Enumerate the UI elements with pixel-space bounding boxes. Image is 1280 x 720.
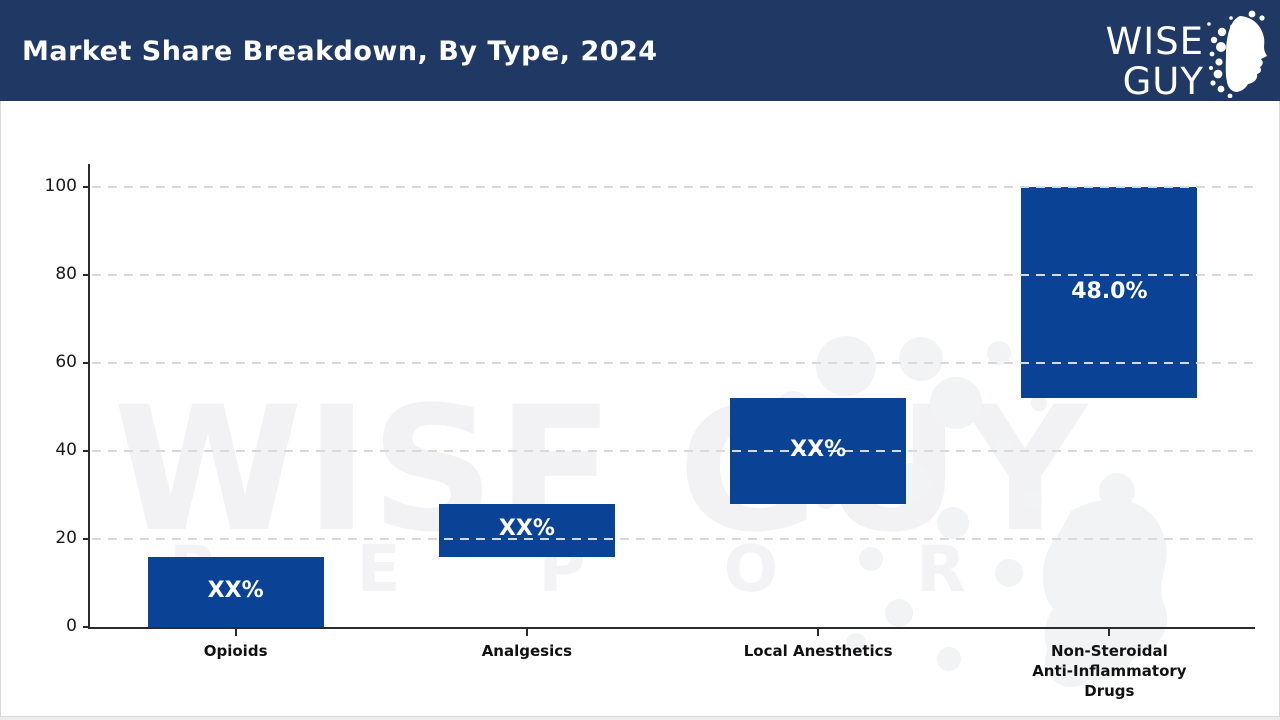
- x-axis-tick: [234, 629, 237, 636]
- x-axis-tick: [525, 629, 528, 636]
- category-label-line: Drugs: [1084, 682, 1135, 700]
- x-axis-line: [88, 627, 1255, 629]
- y-axis-tick-label: 80: [55, 264, 77, 284]
- waterfall-bar: [438, 503, 615, 557]
- watermark-subtitle: R E P O R T: [169, 533, 1206, 607]
- y-axis-tick-label: 20: [55, 528, 77, 548]
- y-axis-line: [88, 164, 90, 629]
- gridline: [92, 274, 1255, 276]
- gridline: [92, 450, 1255, 452]
- y-axis-tick: [83, 450, 90, 452]
- category-label: Opioids: [106, 641, 366, 661]
- chart-title: Market Share Breakdown, By Type, 2024: [22, 36, 658, 67]
- logo-wordmark: WISE GUY: [1105, 20, 1204, 103]
- category-label: Local Anesthetics: [688, 641, 948, 661]
- gridline: [92, 186, 1255, 188]
- logo-text: WISE GUY R E P O R T S: [1012, 22, 1204, 139]
- logo-subtitle: R E P O R T S: [1021, 104, 1204, 137]
- y-axis-tick-label: 40: [55, 440, 77, 460]
- y-axis-tick: [83, 274, 90, 276]
- category-label-line: Anti-Inflammatory: [1032, 662, 1187, 680]
- category-label-line: Opioids: [203, 642, 268, 660]
- y-axis-tick-label: 60: [55, 352, 77, 372]
- y-axis-tick-label: 100: [44, 176, 77, 196]
- bar-value-label: XX%: [207, 577, 264, 603]
- bar-value-label: XX%: [790, 437, 847, 462]
- bar-value-label: XX%: [498, 516, 555, 542]
- y-axis-tick: [83, 362, 90, 364]
- x-axis-tick: [1108, 629, 1111, 636]
- bar-value-label: 48.0%: [1071, 278, 1148, 304]
- chart-card: WISE GUY R E P O R T 0 20 40 60 80 100 XX% Opio…: [0, 101, 1280, 717]
- x-axis-tick: [817, 629, 820, 636]
- category-label-line: Analgesics: [481, 642, 573, 660]
- category-label-line: Non-Steroidal: [1050, 642, 1168, 660]
- y-axis-tick: [83, 186, 90, 188]
- category-label: Analgesics: [397, 641, 657, 661]
- waterfall-bar: [147, 556, 324, 627]
- category-label: Non-Steroidal Anti-Inflammatory Drugs: [979, 641, 1239, 701]
- y-axis-tick: [83, 538, 90, 540]
- header-band: Market Share Breakdown, By Type, 2024 WI…: [0, 0, 1280, 137]
- logo-head-dots-icon: [1207, 10, 1267, 98]
- wise-guy-logo: WISE GUY R E P O R T S: [1012, 4, 1272, 137]
- y-axis-tick-label: 0: [66, 616, 77, 636]
- y-axis-tick: [83, 626, 90, 628]
- gridline: [92, 538, 1255, 540]
- gridline: [92, 362, 1255, 364]
- category-label-line: Local Anesthetics: [743, 642, 893, 660]
